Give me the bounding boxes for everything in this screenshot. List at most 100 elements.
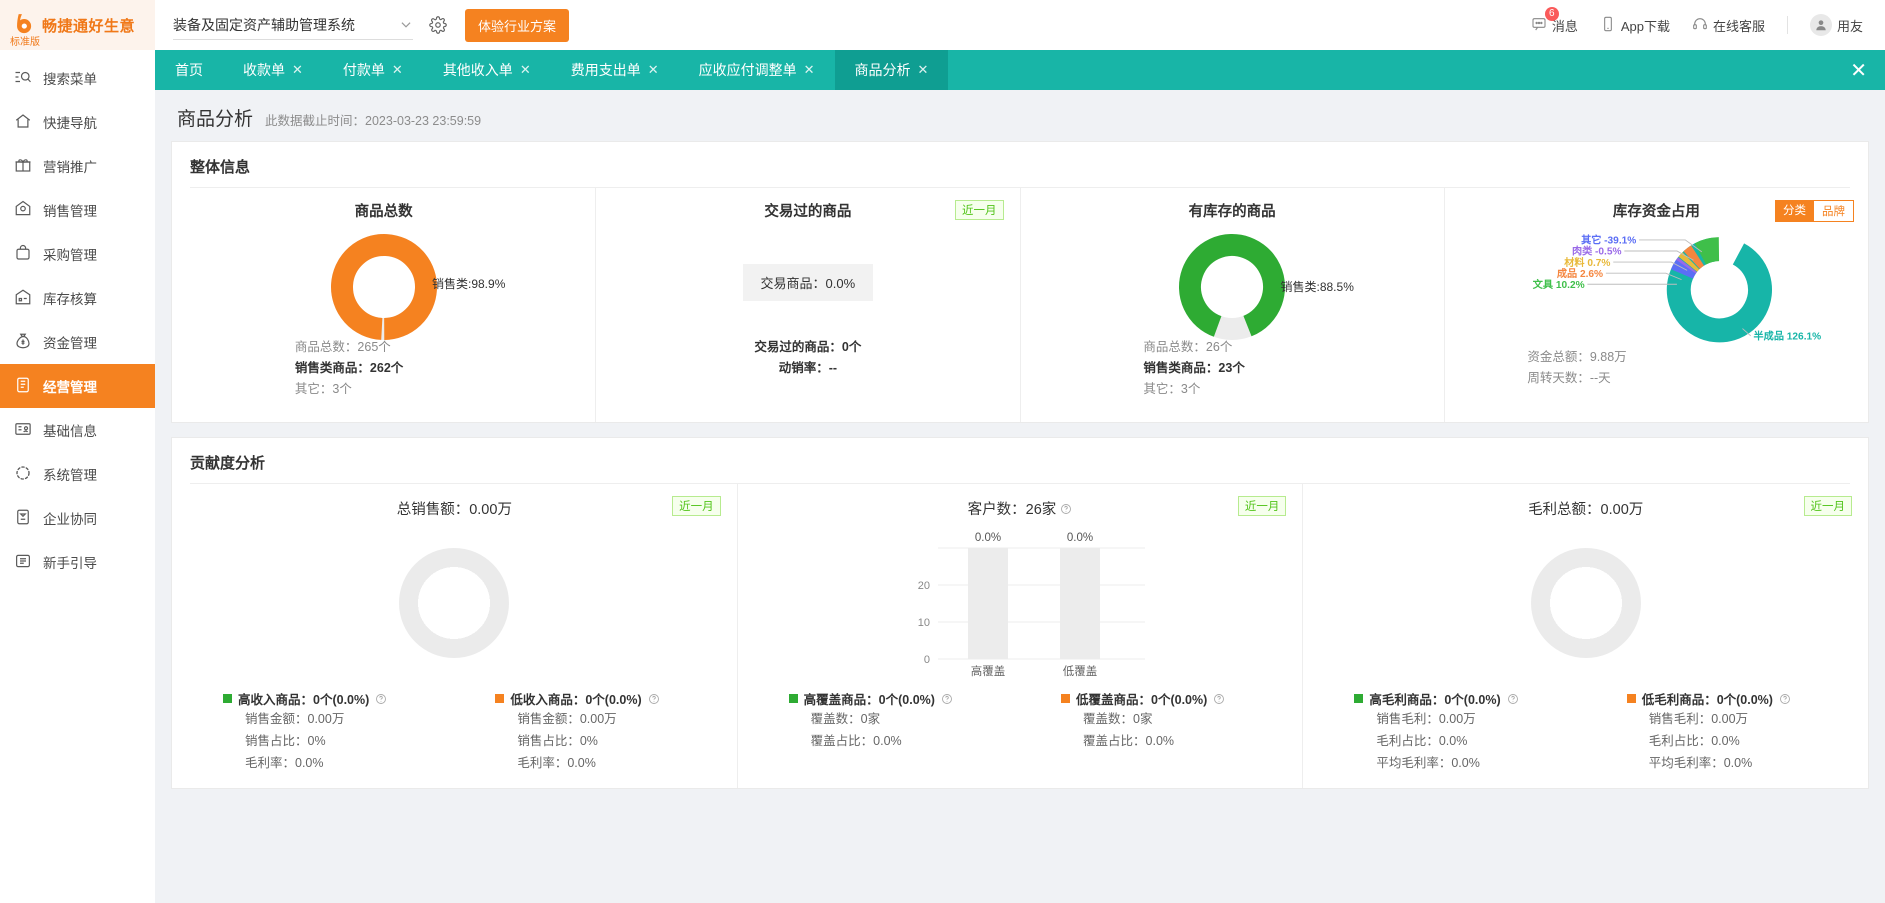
- legend-line: 销售毛利：0.00万: [1376, 712, 1476, 726]
- donut-placeholder: [1530, 548, 1641, 658]
- pie-label-wenju: 文具 10.2%: [1532, 278, 1585, 291]
- legend-high-coverage: 高覆盖商品：0个(0.0%) 覆盖数：0家 覆盖占比：0.0%: [748, 683, 1020, 752]
- contribution-title-text: 客户数：26家: [967, 502, 1057, 518]
- traded-pill: 交易商品：0.0%: [742, 263, 874, 301]
- header-support-label: 在线客服: [1712, 18, 1765, 34]
- help-icon[interactable]: [1213, 693, 1225, 705]
- legend-label: 低毛利商品：0个(0.0%): [1641, 693, 1773, 707]
- stat-value: --天: [1589, 371, 1611, 385]
- mobile-icon: [1600, 16, 1616, 35]
- stat-label: 其它：: [1143, 382, 1181, 396]
- message-icon: [1531, 16, 1547, 35]
- tab-close-icon[interactable]: ✕: [292, 62, 303, 77]
- tab-bar: 首页 收款单 ✕ 付款单 ✕ 其他收入单 ✕ 费用支出单 ✕ 应收应付调整单 ✕: [155, 50, 1885, 90]
- period-badge[interactable]: 近一月: [1803, 496, 1853, 516]
- legend-low-profit: 低毛利商品：0个(0.0%) 销售毛利：0.00万 毛利占比：0.0% 平均毛利…: [1586, 683, 1858, 774]
- sidebar-item-sales[interactable]: 销售管理: [0, 188, 155, 232]
- dimension-option-category[interactable]: 分类: [1775, 200, 1814, 222]
- page-scroll[interactable]: 商品分析 此数据截止时间：2023-03-23 23:59:59 整体信息 商品…: [155, 90, 1885, 903]
- contribution-title: 毛利总额：0.00万: [1528, 502, 1644, 518]
- y-tick-20: 20: [918, 580, 930, 592]
- tab-other-income[interactable]: 其他收入单 ✕: [423, 50, 551, 90]
- header-user-item[interactable]: 用友: [1809, 14, 1863, 36]
- legend-line: 销售占比：0%: [245, 734, 326, 748]
- header-message-label: 消息: [1551, 18, 1578, 34]
- tab-close-icon[interactable]: ✕: [803, 62, 815, 77]
- period-badge[interactable]: 近一月: [672, 496, 721, 516]
- sidebar-item-purchase[interactable]: 采购管理: [0, 232, 155, 276]
- overall-section-title: 整体信息: [190, 159, 251, 176]
- sidebar-item-label: 销售管理: [43, 204, 97, 219]
- header-user-name: 用友: [1836, 18, 1863, 34]
- sidebar-item-search-menu[interactable]: 搜索菜单: [0, 56, 155, 100]
- dimension-switch[interactable]: 分类 品牌: [1775, 200, 1854, 222]
- sidebar-item-collaboration[interactable]: 企业协同: [0, 496, 155, 540]
- gear-icon[interactable]: [429, 16, 447, 34]
- header-message-item[interactable]: 消息 6: [1531, 6, 1578, 35]
- tab-label: 收款单: [243, 62, 285, 78]
- legend-low-income: 低收入商品：0个(0.0%) 销售金额：0.00万 销售占比：0% 毛利率：0.…: [454, 683, 726, 774]
- tab-product-analysis[interactable]: 商品分析 ✕: [834, 50, 949, 90]
- tab-close-icon[interactable]: ✕: [647, 62, 659, 77]
- avatar: [1809, 14, 1832, 36]
- period-badge[interactable]: 近一月: [955, 200, 1004, 220]
- empty-donut-chart-profit: [1313, 523, 1858, 683]
- stat-value: 265个: [357, 340, 391, 354]
- help-icon[interactable]: [941, 693, 953, 705]
- donut-gauge: [1172, 227, 1292, 340]
- brand-logo-icon: [10, 12, 36, 38]
- legend-details: 销售毛利：0.00万 毛利占比：0.0% 平均毛利率：0.0%: [1317, 708, 1581, 774]
- app-select[interactable]: 装备及固定资产辅助管理系统: [173, 10, 413, 40]
- overall-panels: 商品总数 销售类:98.9% 商品总数：265个: [172, 188, 1868, 422]
- help-icon[interactable]: [375, 693, 387, 705]
- legend-details: 覆盖数：0家 覆盖占比：0.0%: [752, 708, 1016, 752]
- sidebar-item-basic-info[interactable]: 基础信息: [0, 408, 155, 452]
- stat-value: 3个: [332, 382, 352, 396]
- sidebar-item-label: 快捷导航: [43, 116, 97, 131]
- sidebar-item-inventory[interactable]: 库存核算: [0, 276, 155, 320]
- sidebar-item-marketing[interactable]: 营销推广: [0, 144, 155, 188]
- close-icon[interactable]: ✕: [1850, 59, 1867, 82]
- legend-color-dot: [1354, 694, 1364, 703]
- help-icon[interactable]: [648, 693, 660, 705]
- brand-block: 畅捷通好生意 标准版: [0, 0, 155, 50]
- tab-close-icon[interactable]: ✕: [917, 62, 929, 77]
- period-badge[interactable]: 近一月: [1237, 496, 1287, 516]
- dimension-option-brand[interactable]: 品牌: [1814, 200, 1854, 222]
- stat-value: 262个: [369, 361, 404, 375]
- bag-icon: [14, 244, 32, 265]
- sidebar-item-system[interactable]: 系统管理: [0, 452, 155, 496]
- tab-home[interactable]: 首页: [155, 50, 223, 90]
- legend-line: 毛利率：0.0%: [245, 756, 324, 770]
- tab-expense[interactable]: 费用支出单 ✕: [551, 50, 679, 90]
- money-bag-icon: [14, 332, 32, 353]
- guide-icon: [14, 552, 32, 573]
- settings-dots-icon: [14, 464, 32, 485]
- help-icon[interactable]: [1507, 693, 1519, 705]
- legend-header: 低覆盖商品：0个(0.0%): [1024, 689, 1288, 708]
- tab-ar-ap-adjust[interactable]: 应收应付调整单 ✕: [679, 50, 835, 90]
- header-right-actions: 消息 6 App下载 在线客服 用友: [1531, 6, 1885, 36]
- help-icon[interactable]: [1060, 503, 1072, 515]
- help-icon[interactable]: [1779, 693, 1791, 705]
- header-app-download-item[interactable]: App下载: [1600, 16, 1670, 35]
- bar-chart-coverage: 20 10 0 0.0% 0.0% 高覆盖 低覆盖: [748, 523, 1293, 683]
- gauge-label: 销售类:98.9%: [432, 277, 506, 292]
- brand-name: 畅捷通好生意: [42, 17, 136, 35]
- panel-title: 商品总数: [354, 204, 413, 220]
- page-header: 商品分析 此数据截止时间：2023-03-23 23:59:59: [155, 90, 1885, 141]
- tab-close-icon[interactable]: ✕: [519, 62, 531, 77]
- y-tick-0: 0: [924, 654, 930, 666]
- tab-payment[interactable]: 付款单 ✕: [323, 50, 423, 90]
- tab-close-icon[interactable]: ✕: [391, 62, 403, 77]
- sidebar-item-funds[interactable]: 资金管理: [0, 320, 155, 364]
- sidebar: 搜索菜单 快捷导航 营销推广 销售管理 采购管理 库存核算 资金管理 经营管理: [0, 50, 155, 903]
- trial-solution-button[interactable]: 体验行业方案: [465, 8, 570, 42]
- header-support-item[interactable]: 在线客服: [1692, 16, 1765, 35]
- sidebar-item-newbie-guide[interactable]: 新手引导: [0, 540, 155, 584]
- sidebar-item-operations[interactable]: 经营管理: [0, 364, 155, 408]
- tab-receipt[interactable]: 收款单 ✕: [223, 50, 323, 90]
- sidebar-item-quick-nav[interactable]: 快捷导航: [0, 100, 155, 144]
- legend-line: 销售毛利：0.00万: [1648, 712, 1749, 726]
- page-subtitle: 此数据截止时间：2023-03-23 23:59:59: [265, 114, 482, 128]
